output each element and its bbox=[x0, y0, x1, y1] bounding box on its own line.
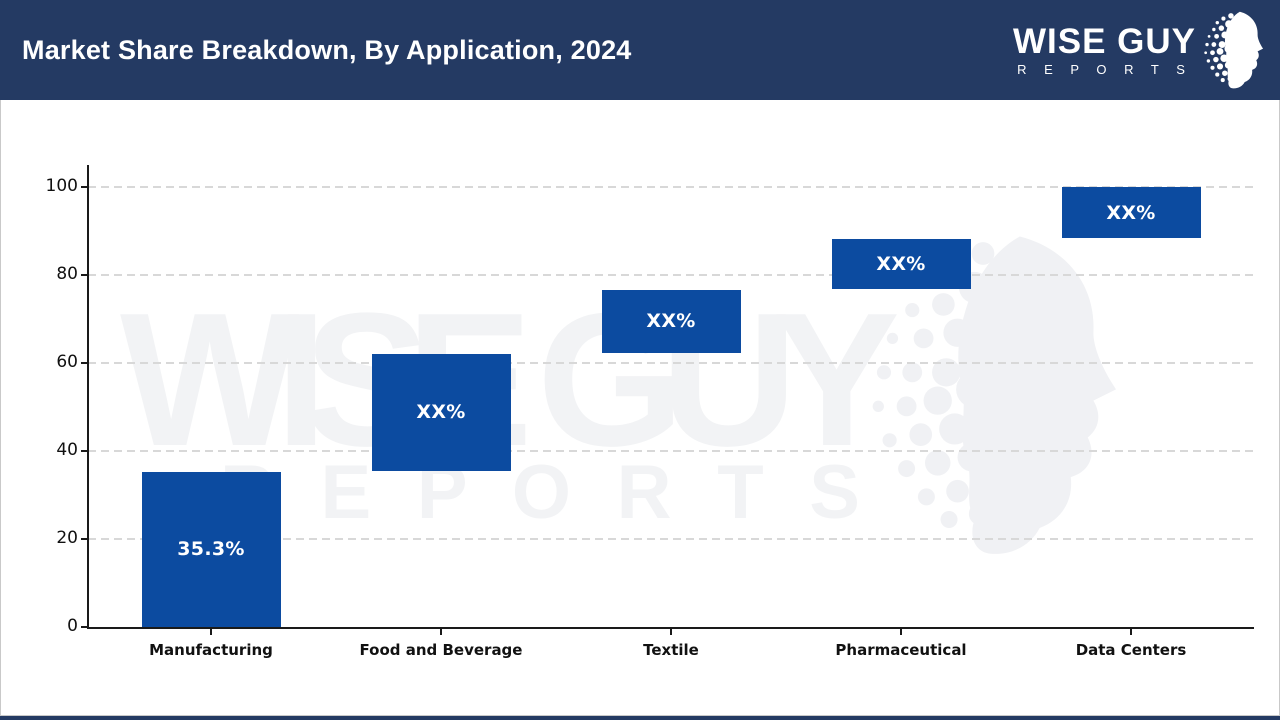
bar: XX% bbox=[1061, 187, 1201, 239]
bar-value-label: XX% bbox=[646, 310, 696, 333]
y-axis-line bbox=[87, 165, 89, 629]
logo-subtitle: R E P O R T S bbox=[1017, 61, 1192, 77]
logo-wordmark: WISE GUY bbox=[1012, 21, 1196, 61]
logo-head-profile-icon bbox=[1198, 9, 1268, 91]
bar: XX% bbox=[831, 238, 971, 290]
bar: XX% bbox=[601, 289, 741, 353]
x-axis-tick bbox=[440, 628, 442, 635]
y-axis-tick-label: 20 bbox=[56, 528, 78, 548]
x-axis-label: Manufacturing bbox=[149, 641, 273, 659]
y-axis-tick-label: 80 bbox=[56, 264, 78, 284]
y-axis-tick-label: 0 bbox=[67, 616, 78, 636]
y-axis-tick bbox=[81, 626, 88, 628]
bar-value-label: XX% bbox=[1106, 201, 1156, 224]
logo-text: WISE GUY R E P O R T S bbox=[1013, 24, 1196, 77]
wiseguy-logo: WISE GUY R E P O R T S bbox=[1013, 10, 1268, 90]
y-axis-tick bbox=[81, 538, 88, 540]
x-axis-tick bbox=[900, 628, 902, 635]
y-axis-tick-label: 100 bbox=[45, 176, 78, 196]
page-title: Market Share Breakdown, By Application, … bbox=[22, 34, 632, 65]
y-axis-tick bbox=[81, 274, 88, 276]
x-axis-label: Pharmaceutical bbox=[835, 641, 967, 659]
left-border bbox=[0, 100, 1, 720]
x-axis-tick bbox=[1130, 628, 1132, 635]
x-axis-line bbox=[87, 627, 1254, 629]
gridline bbox=[88, 538, 1254, 540]
bar-value-label: 35.3% bbox=[177, 538, 245, 561]
bar-value-label: XX% bbox=[416, 401, 466, 424]
gridline bbox=[88, 362, 1254, 364]
gridline bbox=[88, 186, 1254, 188]
x-axis-tick bbox=[670, 628, 672, 635]
x-axis-label: Food and Beverage bbox=[359, 641, 523, 659]
y-axis-tick bbox=[81, 362, 88, 364]
gridline bbox=[88, 274, 1254, 276]
watermark-text-line2: R E P O R T S bbox=[220, 450, 860, 535]
footer-strip bbox=[0, 716, 1280, 720]
header-bar: Market Share Breakdown, By Application, … bbox=[0, 0, 1280, 100]
bar: XX% bbox=[371, 354, 511, 471]
y-axis-tick-label: 60 bbox=[56, 352, 78, 372]
gridline bbox=[88, 450, 1254, 452]
y-axis-tick-label: 40 bbox=[56, 440, 78, 460]
bar-value-label: XX% bbox=[876, 252, 926, 275]
x-axis-tick bbox=[210, 628, 212, 635]
x-axis-label: Data Centers bbox=[1075, 641, 1187, 659]
y-axis-tick bbox=[81, 450, 88, 452]
y-axis-tick bbox=[81, 186, 88, 188]
bar: 35.3% bbox=[141, 471, 281, 627]
x-axis-label: Textile bbox=[643, 641, 699, 659]
bottom-border bbox=[0, 715, 1280, 716]
